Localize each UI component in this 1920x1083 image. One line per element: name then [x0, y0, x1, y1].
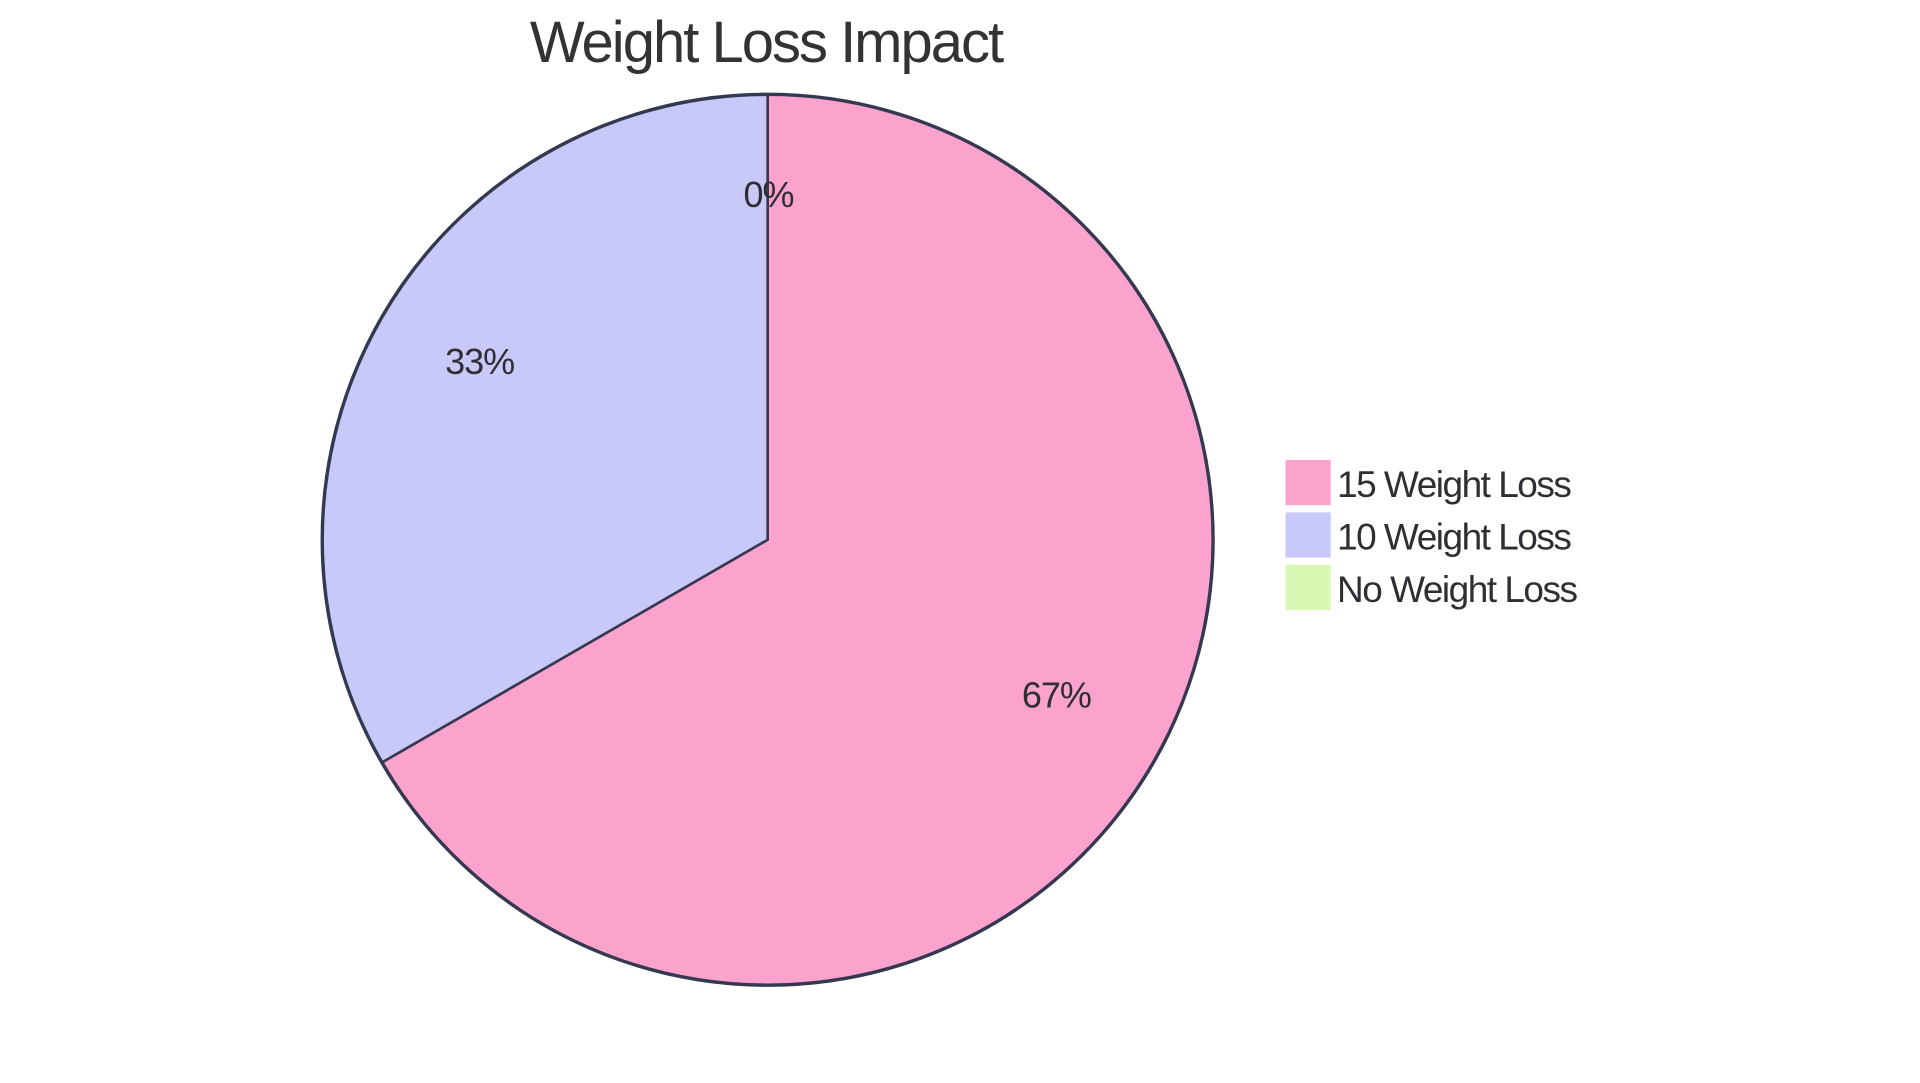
svg-text:10 Weight Loss: 10 Weight Loss	[1337, 516, 1571, 557]
svg-text:33%: 33%	[445, 341, 514, 382]
svg-text:No Weight Loss: No Weight Loss	[1337, 569, 1577, 610]
svg-text:0%: 0%	[743, 174, 793, 215]
svg-text:Weight Loss Impact: Weight Loss Impact	[530, 10, 1004, 75]
svg-text:67%: 67%	[1022, 675, 1091, 716]
svg-text:15 Weight Loss: 15 Weight Loss	[1337, 464, 1571, 505]
